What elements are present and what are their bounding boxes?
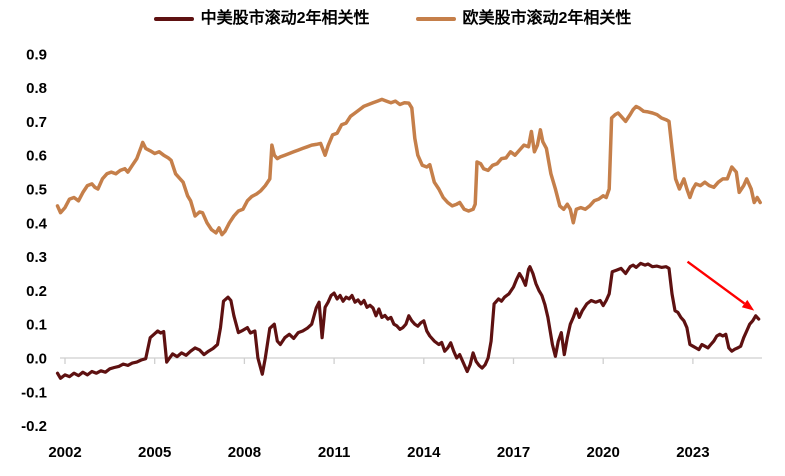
x-tick-label: 2005 [138,444,171,461]
legend-line-swatch-cn-us [153,17,194,21]
legend-label-eu-us: 欧美股市滚动2年相关性 [462,10,632,27]
x-tick-label: 2014 [407,444,441,461]
y-tick-label: 0.4 [26,215,48,232]
x-tick-label: 2017 [497,444,530,461]
y-tick-label: -0.1 [21,384,47,401]
legend-item-cn-us: 中美股市滚动2年相关性 [153,9,370,29]
series-line-eu-us [55,97,762,237]
x-tick-label: 2020 [587,444,620,461]
y-tick-label: 0.9 [26,46,47,63]
x-tick-label: 2023 [676,444,709,461]
y-tick-label: 0.7 [26,114,47,131]
trend-arrow-head [741,299,755,311]
y-tick-label: 0.0 [26,351,47,368]
legend-line-swatch-eu-us [415,17,456,21]
y-tick-label: 0.2 [26,283,47,300]
y-tick-label: 0.1 [26,317,47,334]
series-line-cn-us [55,261,761,380]
y-tick-label: 0.3 [26,249,47,266]
y-tick-label: 0.5 [26,182,47,199]
y-tick-label: 0.8 [26,80,47,97]
x-tick-label: 2011 [318,444,351,461]
y-tick-label: 0.6 [26,148,47,165]
x-tick-label: 2002 [48,444,81,461]
x-tick-label: 2008 [228,444,261,461]
legend-item-eu-us: 欧美股市滚动2年相关性 [415,9,632,29]
y-tick-label: -0.2 [21,418,47,435]
legend-label-cn-us: 中美股市滚动2年相关性 [200,10,370,27]
trend-arrow-line [686,260,746,305]
legend: 中美股市滚动2年相关性 欧美股市滚动2年相关性 [0,9,785,29]
